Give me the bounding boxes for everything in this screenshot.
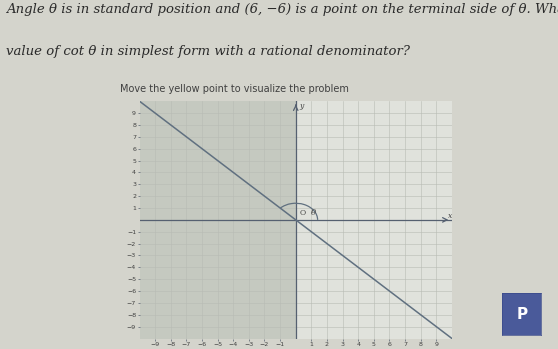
Text: y: y bbox=[299, 102, 304, 110]
Text: Move the yellow point to visualize the problem: Move the yellow point to visualize the p… bbox=[120, 84, 349, 94]
Text: P: P bbox=[516, 307, 527, 321]
Bar bbox=[140, 101, 296, 339]
Bar bbox=[296, 101, 452, 339]
Text: x: x bbox=[448, 212, 453, 220]
Text: value of cot θ in simplest form with a rational denominator?: value of cot θ in simplest form with a r… bbox=[6, 45, 410, 58]
Text: O: O bbox=[300, 209, 306, 216]
Text: Angle θ is in standard position and (6, −6) is a point on the terminal side of θ: Angle θ is in standard position and (6, … bbox=[6, 3, 558, 16]
Text: θ: θ bbox=[311, 209, 316, 217]
